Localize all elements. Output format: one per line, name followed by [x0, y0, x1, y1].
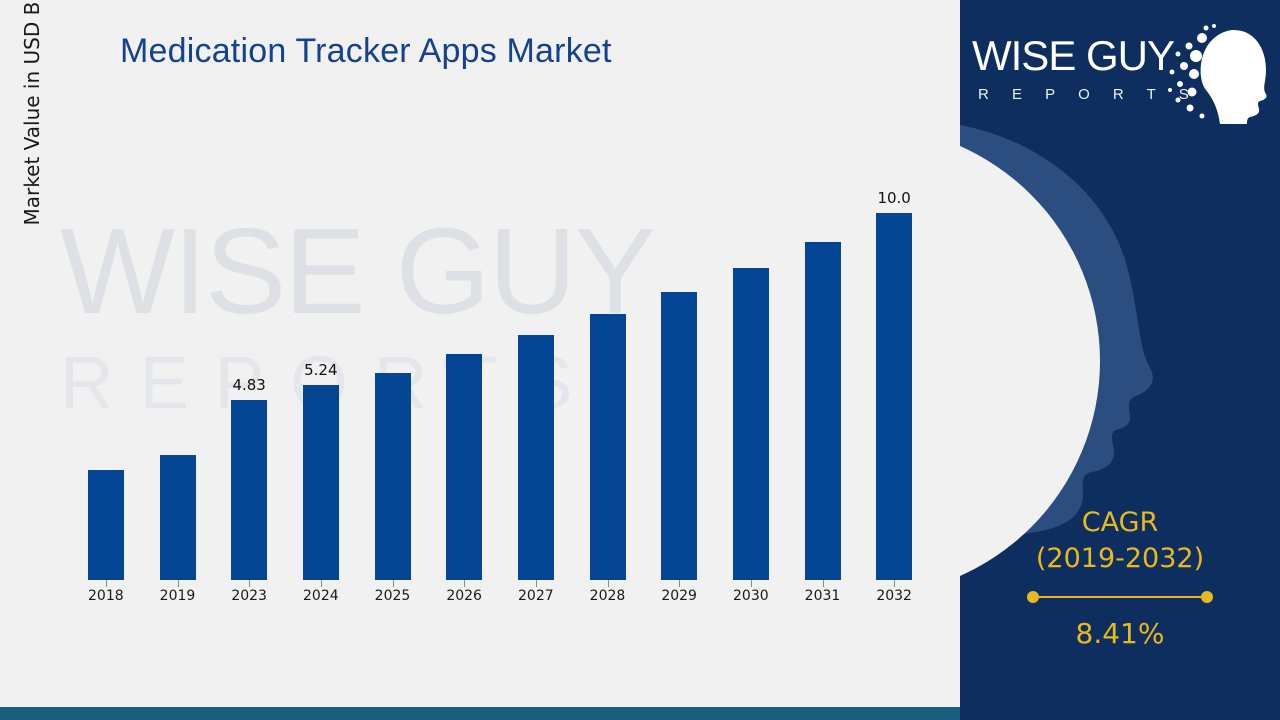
bar-value-label-2024: 5.24	[304, 361, 338, 379]
bar-rect-2027[interactable]	[517, 335, 554, 580]
bar-rect-2019[interactable]	[159, 455, 196, 580]
y-axis-label: Market Value in USD Billion	[20, 0, 44, 226]
logo-dotted-head-icon	[1168, 24, 1267, 124]
x-tick-2032	[894, 580, 896, 587]
x-tick-2031	[822, 580, 824, 587]
x-axis-label-2031: 2031	[804, 588, 841, 604]
x-axis-ticks	[70, 580, 930, 588]
x-axis-label-2019: 2019	[159, 588, 196, 604]
bar-rect-2029[interactable]	[661, 292, 698, 580]
x-tick-2025	[392, 580, 394, 587]
logo-subtitle: R E P O R T S	[978, 86, 1199, 103]
x-tick-2026	[464, 580, 466, 587]
x-axis-label-2030: 2030	[733, 588, 769, 604]
x-axis-label-2028: 2028	[589, 588, 626, 604]
brand-logo: WISE GUY R E P O R T S	[966, 24, 1276, 124]
bar-rect-2032[interactable]	[876, 213, 913, 580]
x-axis-label-2027: 2027	[518, 588, 554, 604]
divider-rule	[1033, 596, 1207, 598]
bar-value-label-2032: 10.0	[877, 189, 911, 207]
cagr-value: 8.41%	[1075, 617, 1165, 650]
bar-rect-2028[interactable]	[589, 314, 626, 580]
bar-rect-2023[interactable]	[231, 400, 268, 580]
x-axis-label-2023: 2023	[231, 588, 267, 604]
x-tick-2030	[750, 580, 752, 587]
x-axis-label-2032: 2032	[876, 588, 912, 604]
bar-rect-2026[interactable]	[446, 354, 483, 580]
bar-rect-2025[interactable]	[374, 373, 411, 580]
x-tick-2024	[320, 580, 322, 587]
bar-rect-2018[interactable]	[87, 470, 124, 580]
x-tick-2028	[607, 580, 609, 587]
x-axis-label-2026: 2026	[446, 588, 482, 604]
x-tick-2018	[105, 580, 107, 587]
x-axis-label-2025: 2025	[374, 588, 411, 604]
divider-dot-right	[1201, 591, 1213, 603]
logo-wordmark: WISE GUY	[972, 32, 1175, 79]
cagr-divider	[1027, 591, 1213, 603]
x-tick-2029	[679, 580, 681, 587]
chart-panel: Medication Tracker Apps Market WISE GUY …	[0, 0, 960, 720]
x-axis-labels: 2018 2019 2023 2024 2025 2026 2027 2028 2029 2030…	[70, 588, 930, 612]
cagr-block: CAGR (2019-2032) 8.41%	[960, 505, 1280, 650]
x-tick-2027	[535, 580, 537, 587]
cagr-label-line-1: CAGR	[1081, 507, 1159, 538]
bar-series: 4.83 5.24 10.0	[70, 150, 930, 580]
x-axis-label-2024: 2024	[303, 588, 339, 604]
side-panel: WISE GUY R E P O R T S	[960, 0, 1280, 720]
bar-value-label-2023: 4.83	[232, 376, 266, 394]
x-tick-2023	[249, 580, 251, 587]
bar-rect-2030[interactable]	[732, 268, 769, 580]
x-tick-2019	[177, 580, 179, 587]
bar-rect-2031[interactable]	[804, 242, 841, 580]
plot-area: 4.83 5.24 10.0	[70, 150, 930, 580]
bottom-accent-bar	[0, 707, 960, 720]
bar-rect-2024[interactable]	[302, 385, 339, 580]
cagr-label-line-2: (2019-2032)	[1035, 543, 1205, 574]
x-axis-label-2029: 2029	[661, 588, 697, 604]
page-title: Medication Tracker Apps Market	[120, 32, 612, 70]
x-axis-label-2018: 2018	[88, 588, 124, 604]
